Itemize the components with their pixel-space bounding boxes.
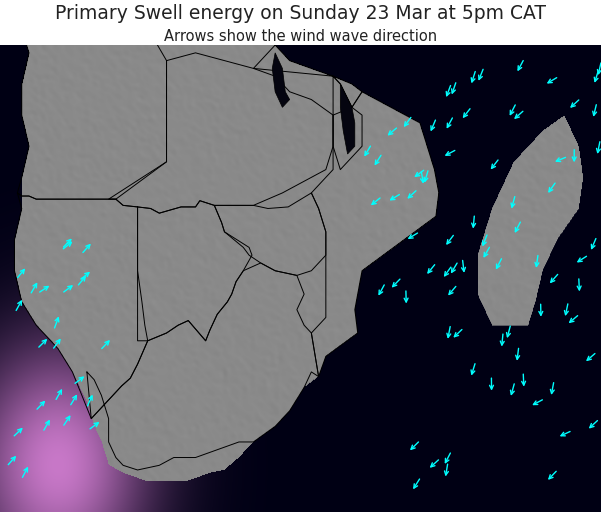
Text: Primary Swell energy on Sunday 23 Mar at 5pm CAT: Primary Swell energy on Sunday 23 Mar at… [55, 4, 546, 23]
Polygon shape [272, 53, 290, 108]
Polygon shape [340, 84, 355, 154]
Text: Arrows show the wind wave direction: Arrows show the wind wave direction [164, 29, 437, 44]
